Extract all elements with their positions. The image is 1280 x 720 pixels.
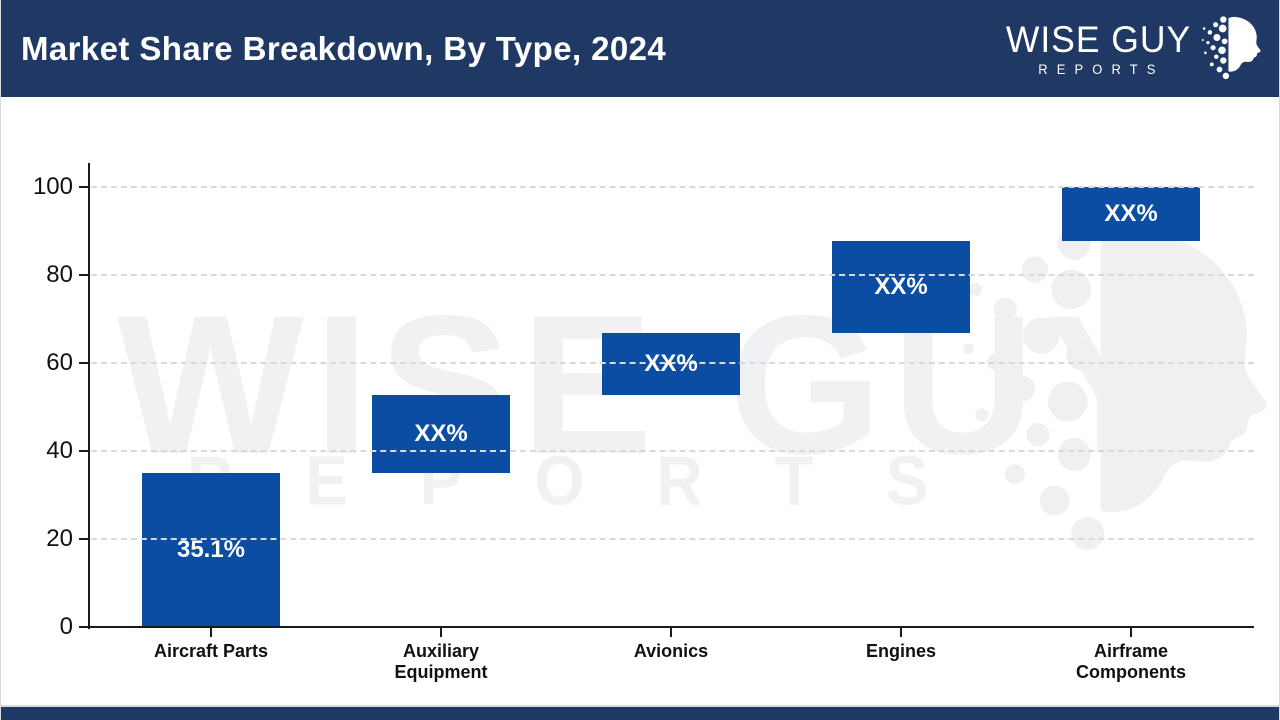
bar-segment [142,472,280,627]
gridline [91,538,1254,540]
y-tick-mark [79,362,88,364]
y-tick-mark [79,186,88,188]
y-tick-label: 0 [59,613,73,640]
x-category-label: Airframe Components [1076,641,1186,682]
y-tick-mark [79,450,88,452]
bar-segment [602,333,740,396]
bar-value-label: 35.1% [176,535,246,563]
y-tick-label: 100 [32,173,73,200]
chart-plot-area: 35.1% XX% XX% XX% XX% 0 20 40 60 80 100 Aircraft Pa… [1,97,1279,707]
y-tick-label: 60 [46,349,73,376]
x-tick-mark [440,628,442,637]
report-title: Market Share Breakdown, By Type, 2024 [21,29,667,67]
bar-value-label: XX% [644,350,698,378]
gridline [91,362,1254,364]
bar-value-label: XX% [874,273,928,301]
y-tick-label: 80 [46,261,73,288]
gridline [91,450,1254,452]
x-category-label: Avionics [633,641,709,661]
bar-value-label: XX% [414,419,468,447]
y-tick-label: 40 [46,437,73,464]
x-category-label: Aircraft Parts [153,641,269,661]
watermark-subtext: REPORTS [187,441,1001,520]
x-category-label: Engines [865,641,936,661]
logo-subtext: REPORTS [1038,61,1165,77]
x-tick-mark [900,628,902,637]
bar-value-label: XX% [1104,200,1158,228]
bar-segment [832,241,970,334]
gridline [91,274,1254,276]
bar-segment [372,395,510,473]
wiseguy-logo: WISE GUY REPORTS [1002,10,1263,88]
header-bar: Market Share Breakdown, By Type, 2024 WI… [1,0,1279,97]
y-tick-mark [79,274,88,276]
logo-head-icon [1199,10,1263,88]
footer-bar [1,705,1279,720]
x-tick-mark [1130,628,1132,637]
y-tick-mark [79,626,88,628]
bar-segment [1062,187,1200,242]
y-axis-line [88,163,90,629]
y-tick-label: 20 [46,525,73,552]
x-axis-line [88,626,1254,628]
x-tick-mark [670,628,672,637]
y-tick-mark [79,538,88,540]
gridline [91,186,1254,188]
logo-wordmark: WISE GUY [1005,18,1192,60]
x-tick-mark [210,628,212,637]
logo-text: WISE GUY REPORTS [1006,21,1191,77]
x-category-label: Auxiliary Equipment [394,641,488,682]
